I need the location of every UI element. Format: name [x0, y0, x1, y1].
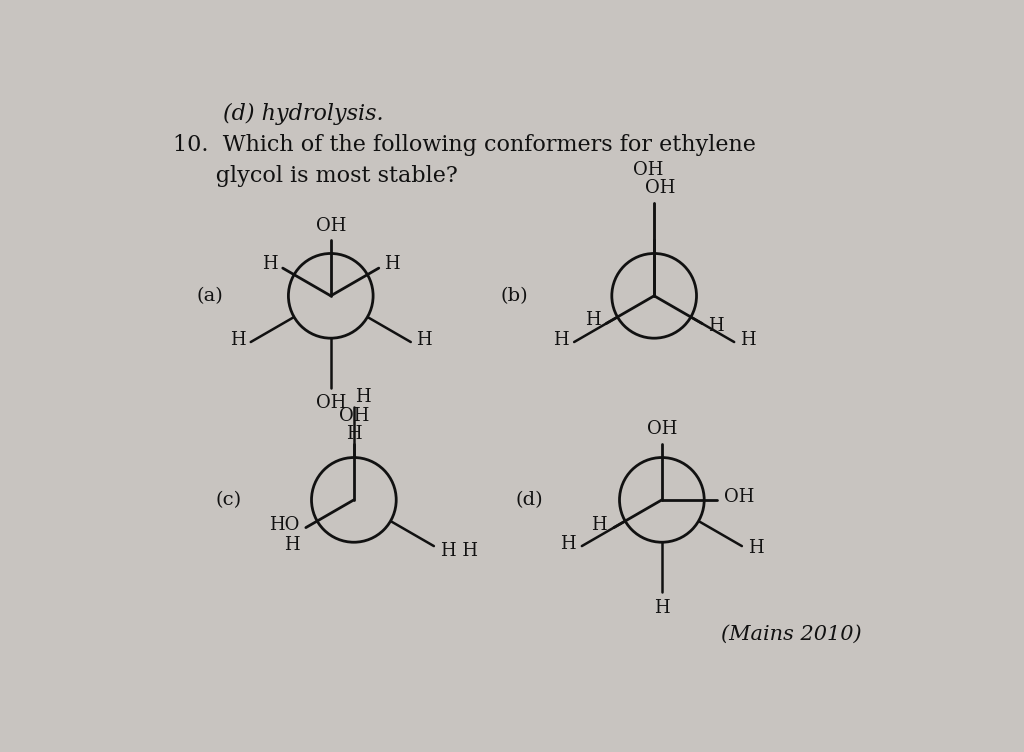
Text: OH: OH	[724, 488, 755, 506]
Text: HO: HO	[269, 517, 300, 534]
Text: H: H	[585, 311, 601, 329]
Text: (d) hydrolysis.: (d) hydrolysis.	[223, 103, 384, 126]
Circle shape	[289, 253, 373, 338]
Circle shape	[611, 253, 696, 338]
Circle shape	[620, 457, 705, 542]
Text: H: H	[708, 317, 723, 335]
Text: H: H	[262, 255, 278, 273]
Text: OH: OH	[315, 393, 346, 411]
Text: H: H	[591, 517, 607, 534]
Text: H: H	[346, 425, 361, 443]
Text: H: H	[654, 599, 670, 617]
Text: H: H	[355, 388, 371, 406]
Text: (d): (d)	[515, 491, 543, 509]
Circle shape	[311, 457, 396, 542]
Text: H: H	[553, 332, 568, 350]
Text: (a): (a)	[196, 287, 223, 305]
Text: H: H	[739, 332, 755, 350]
Text: OH: OH	[315, 217, 346, 235]
Text: (Mains 2010): (Mains 2010)	[722, 625, 862, 644]
Text: 10.  Which of the following conformers for ethylene: 10. Which of the following conformers fo…	[173, 134, 756, 156]
Text: H: H	[284, 536, 300, 554]
Text: H: H	[229, 332, 246, 350]
Text: H: H	[749, 539, 764, 557]
Text: H: H	[560, 535, 575, 553]
Text: (c): (c)	[215, 491, 242, 509]
Text: OH: OH	[647, 420, 677, 438]
Text: OH: OH	[633, 161, 664, 179]
Text: H: H	[416, 332, 432, 350]
Text: H H: H H	[440, 541, 478, 559]
Text: glycol is most stable?: glycol is most stable?	[173, 165, 458, 187]
Text: OH: OH	[339, 407, 369, 425]
Text: (b): (b)	[500, 287, 527, 305]
Text: OH: OH	[645, 178, 676, 196]
Text: H: H	[384, 255, 399, 273]
